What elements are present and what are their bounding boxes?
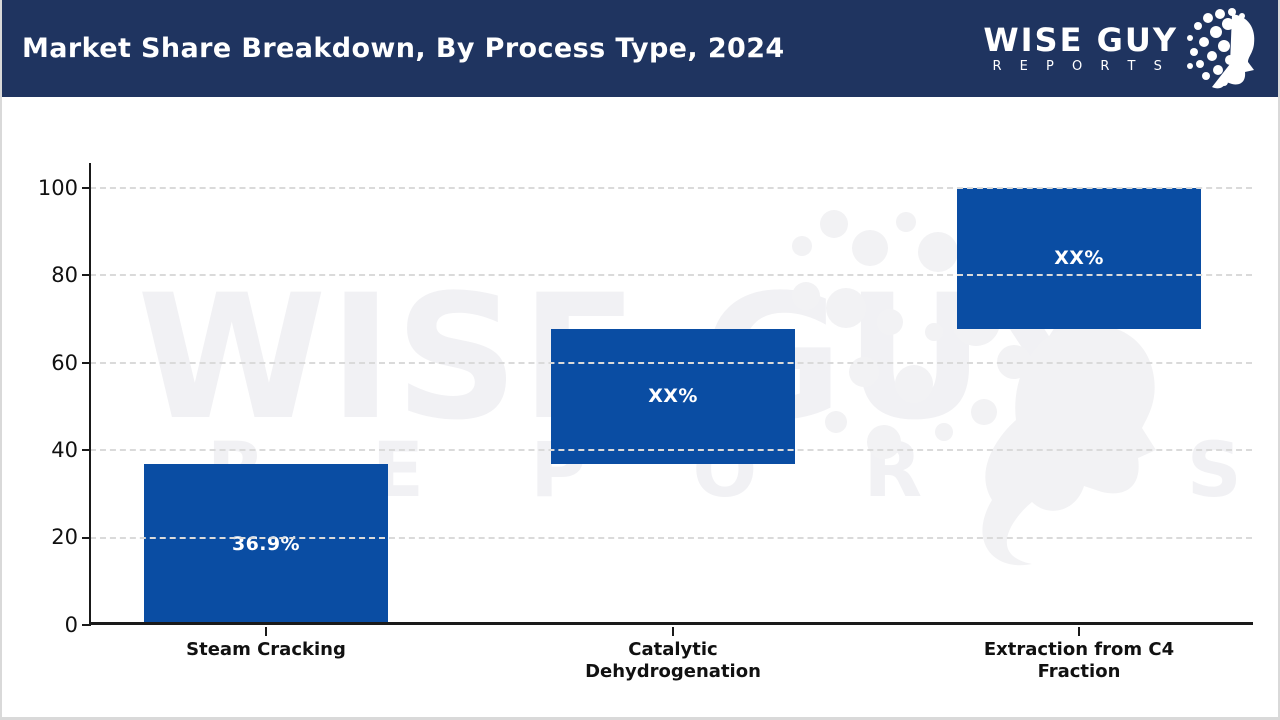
gridline: [90, 187, 1252, 189]
bar-steam-cracking: 36.9%: [144, 463, 388, 625]
y-axis-tick: [82, 361, 91, 364]
gridline: [90, 536, 1252, 539]
gridline: [90, 361, 1252, 364]
x-axis-category-line: Dehydrogenation: [585, 661, 761, 682]
y-axis-tick-label: 80: [51, 263, 78, 288]
header-bar: Market Share Breakdown, By Process Type,…: [2, 0, 1278, 97]
bar-value-label: 36.9%: [232, 533, 300, 556]
bar-value-label: XX%: [1054, 247, 1104, 270]
logo-text: WISE GUY R E P O R T S: [983, 24, 1178, 73]
wise-guy-reports-logo: WISE GUY R E P O R T S: [983, 7, 1256, 90]
bar-value-label: XX%: [648, 385, 698, 408]
x-axis-category-label: Extraction from C4 Fraction: [909, 639, 1249, 683]
y-axis-tick: [82, 449, 91, 452]
bar-catalytic-dehydrogenation: XX%: [551, 328, 795, 464]
x-axis-category-line: Extraction from C4: [983, 639, 1175, 660]
x-axis-category-label: Steam Cracking: [96, 639, 436, 661]
y-axis-tick-label: 100: [37, 175, 78, 200]
x-axis-tick: [1078, 627, 1080, 636]
y-axis-tick-label: 0: [64, 612, 78, 637]
x-axis-category-line: Fraction: [1037, 661, 1121, 682]
y-axis-tick: [82, 536, 91, 539]
x-axis-tick: [672, 627, 674, 636]
x-axis-line: [89, 622, 1253, 625]
x-axis-category-line: Steam Cracking: [186, 639, 346, 660]
logo-wordmark: WISE GUY: [983, 21, 1178, 59]
y-axis-tick: [82, 274, 91, 277]
y-axis-labels: 0 20 40 60 80 100: [2, 120, 78, 637]
y-axis-tick-label: 20: [51, 525, 78, 550]
logo-subtitle: R E P O R T S: [992, 59, 1169, 74]
y-axis-tick-label: 60: [51, 350, 78, 375]
bar-extraction-from-c4-fraction: XX%: [957, 188, 1201, 329]
gridline: [90, 449, 1252, 452]
logo-face-icon: [1187, 7, 1255, 88]
y-axis-line: [89, 163, 91, 625]
plot-area: 36.9% Steam Cracking XX% Catalytic Dehydroge…: [82, 120, 1252, 682]
x-axis-category-line: Catalytic: [628, 639, 718, 660]
gridline: [90, 274, 1252, 277]
y-axis-tick-label: 40: [51, 438, 78, 463]
y-axis-tick: [82, 624, 91, 626]
x-axis-tick: [265, 627, 267, 636]
page-title: Market Share Breakdown, By Process Type,…: [22, 33, 785, 64]
x-axis-category-label: Catalytic Dehydrogenation: [503, 639, 843, 683]
y-axis-tick: [82, 187, 91, 189]
